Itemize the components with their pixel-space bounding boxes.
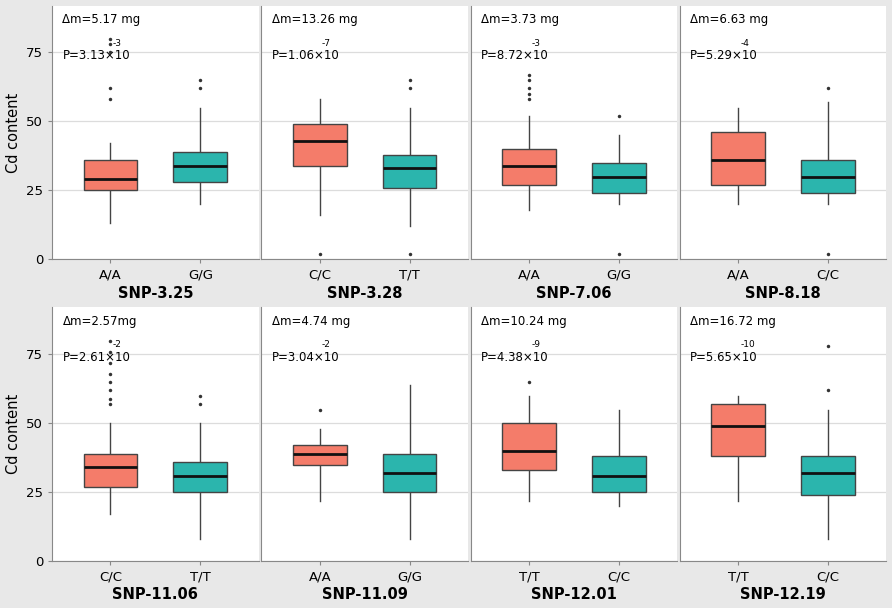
Text: Δm=3.73 mg: Δm=3.73 mg: [481, 13, 559, 26]
Text: P=5.29×10: P=5.29×10: [690, 49, 758, 61]
Text: Δm=16.72 mg: Δm=16.72 mg: [690, 315, 776, 328]
Bar: [173, 462, 227, 492]
X-axis label: SNP-3.28: SNP-3.28: [326, 286, 402, 300]
Bar: [84, 160, 137, 190]
Bar: [383, 154, 436, 188]
Text: -3: -3: [112, 38, 121, 47]
Bar: [502, 423, 556, 470]
X-axis label: SNP-8.18: SNP-8.18: [746, 286, 821, 300]
Text: Δm=2.57mg: Δm=2.57mg: [62, 315, 137, 328]
Text: P=2.61×10: P=2.61×10: [62, 351, 130, 364]
Text: P=1.06×10: P=1.06×10: [272, 49, 340, 61]
Bar: [592, 163, 646, 193]
Text: Δm=6.63 mg: Δm=6.63 mg: [690, 13, 769, 26]
Y-axis label: Cd content: Cd content: [5, 92, 21, 173]
Y-axis label: Cd content: Cd content: [5, 394, 21, 474]
Text: P=8.72×10: P=8.72×10: [481, 49, 549, 61]
Text: Δm=10.24 mg: Δm=10.24 mg: [481, 315, 566, 328]
Text: P=4.38×10: P=4.38×10: [481, 351, 549, 364]
Text: -3: -3: [531, 38, 541, 47]
Bar: [173, 152, 227, 182]
Text: P=3.13×10: P=3.13×10: [62, 49, 130, 61]
Bar: [801, 457, 855, 495]
Bar: [801, 160, 855, 193]
Bar: [293, 124, 347, 165]
Text: -2: -2: [112, 340, 121, 350]
Bar: [712, 133, 765, 185]
Bar: [502, 149, 556, 185]
Text: Δm=5.17 mg: Δm=5.17 mg: [62, 13, 141, 26]
Text: P=3.04×10: P=3.04×10: [272, 351, 339, 364]
Text: -2: -2: [322, 340, 331, 350]
Bar: [293, 446, 347, 465]
X-axis label: SNP-12.19: SNP-12.19: [740, 587, 826, 603]
X-axis label: SNP-3.25: SNP-3.25: [118, 286, 194, 300]
Text: -10: -10: [740, 340, 756, 350]
Text: P=5.65×10: P=5.65×10: [690, 351, 758, 364]
Text: Δm=13.26 mg: Δm=13.26 mg: [272, 13, 358, 26]
Bar: [84, 454, 137, 487]
Text: -4: -4: [740, 38, 749, 47]
Text: -7: -7: [322, 38, 331, 47]
X-axis label: SNP-11.06: SNP-11.06: [112, 587, 198, 603]
Bar: [592, 457, 646, 492]
X-axis label: SNP-12.01: SNP-12.01: [531, 587, 617, 603]
Text: Δm=4.74 mg: Δm=4.74 mg: [272, 315, 350, 328]
Bar: [712, 404, 765, 457]
Bar: [383, 454, 436, 492]
X-axis label: SNP-7.06: SNP-7.06: [536, 286, 612, 300]
X-axis label: SNP-11.09: SNP-11.09: [322, 587, 408, 603]
Text: -9: -9: [531, 340, 541, 350]
